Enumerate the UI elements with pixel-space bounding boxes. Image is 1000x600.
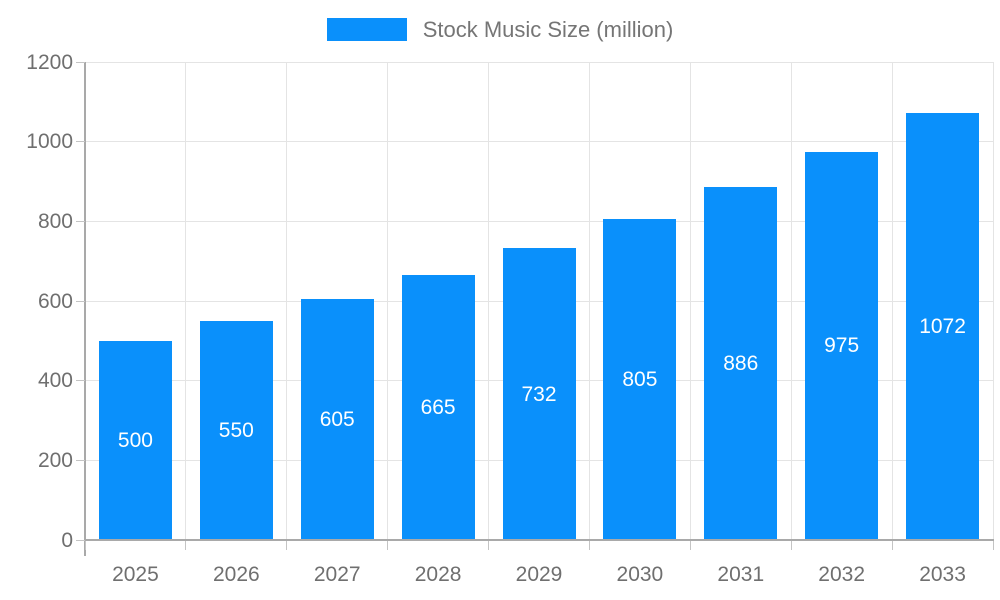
legend-swatch[interactable] [326, 18, 407, 41]
v-gridline [286, 62, 288, 540]
bar-2030[interactable] [603, 219, 677, 540]
x-axis-tick [588, 541, 590, 550]
y-axis-line [84, 62, 86, 556]
bar-value-label: 550 [218, 418, 254, 442]
x-tick-label: 2031 [717, 563, 765, 586]
x-axis-tick [992, 541, 994, 550]
v-gridline [992, 62, 994, 540]
v-gridline [185, 62, 187, 540]
bar-value-label: 805 [622, 368, 658, 392]
v-gridline [689, 62, 691, 540]
bar-2027[interactable] [300, 299, 374, 540]
v-gridline [790, 62, 792, 540]
bar-value-label: 732 [521, 382, 557, 406]
x-axis-tick [790, 541, 792, 550]
bar-2029[interactable] [502, 248, 576, 540]
bar-2028[interactable] [401, 275, 475, 540]
x-axis-tick [286, 541, 288, 550]
plot-area: 500 550 605 665 732 805 886 975 1072 [85, 61, 994, 540]
h-gridline [85, 141, 993, 143]
x-tick-label: 2032 [818, 563, 866, 586]
bar-value-label: 500 [117, 428, 153, 452]
legend-label[interactable]: Stock Music Size (million) [422, 17, 674, 42]
x-axis-tick [488, 541, 490, 550]
legend[interactable]: Stock Music Size (million) [0, 18, 1000, 41]
x-axis-tick [689, 541, 691, 550]
bar-2033[interactable] [906, 113, 980, 540]
v-gridline [488, 62, 490, 540]
x-tick-label: 2027 [313, 563, 361, 586]
x-axis-tick [387, 541, 389, 550]
bar-value-label: 665 [420, 396, 456, 420]
y-tick-label: 800 [37, 209, 73, 233]
bar-value-label: 886 [723, 352, 759, 376]
bar-2031[interactable] [704, 187, 778, 540]
bar-2026[interactable] [199, 320, 273, 540]
bar-value-label: 975 [824, 334, 860, 358]
bar-value-label: 1072 [919, 314, 966, 338]
y-tick-label: 1200 [26, 50, 73, 74]
v-gridline [588, 62, 590, 540]
y-tick-label: 600 [37, 289, 73, 313]
h-gridline [85, 220, 993, 222]
bar-2025[interactable] [98, 340, 172, 540]
y-tick-label: 400 [37, 369, 73, 393]
x-tick-label: 2030 [616, 563, 664, 586]
y-tick-label: 1000 [26, 130, 73, 154]
x-tick-label: 2026 [212, 563, 260, 586]
x-tick-label: 2028 [414, 563, 462, 586]
x-axis-tick [185, 541, 187, 550]
v-gridline [387, 62, 389, 540]
x-axis-line [85, 539, 994, 541]
x-tick-label: 2025 [112, 563, 159, 586]
x-axis-tick [891, 541, 893, 550]
x-tick-label: 2033 [919, 563, 966, 586]
v-gridline [891, 62, 893, 540]
bar-2032[interactable] [805, 151, 879, 540]
y-tick-label: 0 [61, 528, 73, 552]
bar-value-label: 605 [319, 408, 355, 431]
h-gridline [85, 61, 993, 63]
x-tick-label: 2029 [515, 563, 563, 586]
y-tick-label: 200 [37, 448, 73, 472]
